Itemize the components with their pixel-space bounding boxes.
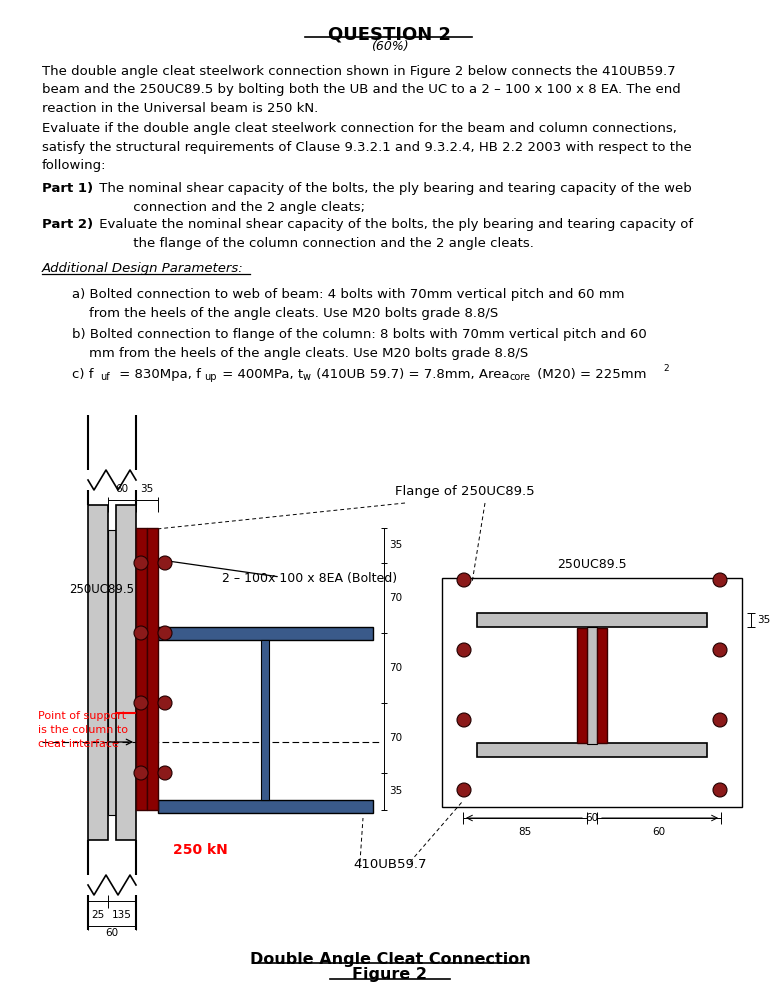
Text: uf: uf bbox=[100, 372, 109, 382]
Text: 25: 25 bbox=[91, 910, 105, 920]
Bar bbox=[577, 628, 587, 743]
Bar bbox=[158, 627, 373, 640]
Text: 250 kN: 250 kN bbox=[173, 843, 227, 857]
Text: 60: 60 bbox=[116, 484, 129, 494]
Circle shape bbox=[134, 696, 148, 710]
Text: Evaluate if the double angle cleat steelwork connection for the beam and column : Evaluate if the double angle cleat steel… bbox=[42, 122, 692, 172]
Bar bbox=[597, 628, 607, 743]
Circle shape bbox=[158, 766, 172, 780]
Bar bbox=[587, 627, 597, 744]
Text: b) Bolted connection to flange of the column: 8 bolts with 70mm vertical pitch a: b) Bolted connection to flange of the co… bbox=[72, 328, 647, 359]
Text: Double Angle Cleat Connection: Double Angle Cleat Connection bbox=[250, 952, 530, 967]
Bar bbox=[261, 640, 269, 800]
Text: Point of support
is the column to
cleat interface: Point of support is the column to cleat … bbox=[38, 711, 128, 749]
Circle shape bbox=[158, 556, 172, 570]
Text: 135: 135 bbox=[112, 910, 132, 920]
Text: c) f: c) f bbox=[72, 368, 94, 381]
Text: QUESTION 2: QUESTION 2 bbox=[329, 25, 451, 43]
Text: 60: 60 bbox=[105, 928, 119, 938]
Text: Evaluate the nominal shear capacity of the bolts, the ply bearing and tearing ca: Evaluate the nominal shear capacity of t… bbox=[95, 218, 693, 249]
Bar bbox=[136, 528, 147, 810]
Text: Additional Design Parameters:: Additional Design Parameters: bbox=[42, 262, 244, 275]
Text: 250UC89.5: 250UC89.5 bbox=[557, 558, 627, 571]
Circle shape bbox=[457, 783, 471, 797]
Circle shape bbox=[713, 783, 727, 797]
Circle shape bbox=[134, 556, 148, 570]
Text: 35: 35 bbox=[141, 484, 154, 494]
Circle shape bbox=[134, 766, 148, 780]
Text: 35: 35 bbox=[389, 540, 402, 550]
Text: Part 2): Part 2) bbox=[42, 218, 93, 231]
Text: 60: 60 bbox=[652, 827, 665, 837]
Circle shape bbox=[457, 643, 471, 657]
Text: (410UB 59.7) = 7.8mm, Area: (410UB 59.7) = 7.8mm, Area bbox=[312, 368, 510, 381]
Bar bbox=[158, 800, 373, 813]
Text: 70: 70 bbox=[389, 593, 402, 603]
Circle shape bbox=[713, 713, 727, 727]
Text: (60%): (60%) bbox=[371, 40, 408, 53]
Text: 250UC89.5: 250UC89.5 bbox=[70, 583, 134, 596]
Bar bbox=[116, 505, 136, 840]
Circle shape bbox=[457, 573, 471, 587]
Text: core: core bbox=[510, 372, 531, 382]
Text: a) Bolted connection to web of beam: 4 bolts with 70mm vertical pitch and 60 mm
: a) Bolted connection to web of beam: 4 b… bbox=[72, 288, 625, 320]
Bar bbox=[108, 530, 116, 815]
Text: 70: 70 bbox=[389, 663, 402, 673]
Circle shape bbox=[158, 696, 172, 710]
Text: The nominal shear capacity of the bolts, the ply bearing and tearing capacity of: The nominal shear capacity of the bolts,… bbox=[95, 182, 692, 213]
Text: Flange of 250UC89.5: Flange of 250UC89.5 bbox=[395, 485, 535, 498]
Text: 60: 60 bbox=[586, 813, 598, 823]
Bar bbox=[477, 743, 707, 757]
Text: 35: 35 bbox=[389, 786, 402, 796]
Circle shape bbox=[457, 713, 471, 727]
Circle shape bbox=[713, 643, 727, 657]
Bar bbox=[147, 528, 158, 810]
Text: w: w bbox=[303, 372, 311, 382]
Circle shape bbox=[713, 573, 727, 587]
Bar bbox=[88, 505, 108, 840]
Text: 2: 2 bbox=[663, 364, 669, 373]
Circle shape bbox=[134, 626, 148, 640]
Circle shape bbox=[158, 626, 172, 640]
Text: = 400MPa, t: = 400MPa, t bbox=[218, 368, 303, 381]
Bar bbox=[477, 613, 707, 627]
Text: = 830Mpa, f: = 830Mpa, f bbox=[115, 368, 201, 381]
Text: (M20) = 225mm: (M20) = 225mm bbox=[533, 368, 647, 381]
Text: Part 1): Part 1) bbox=[42, 182, 93, 195]
Text: up: up bbox=[204, 372, 216, 382]
Text: 85: 85 bbox=[519, 827, 532, 837]
Text: 410UB59.7: 410UB59.7 bbox=[353, 858, 426, 871]
Text: 35: 35 bbox=[757, 615, 770, 625]
Text: 70: 70 bbox=[389, 733, 402, 743]
Text: The double angle cleat steelwork connection shown in Figure 2 below connects the: The double angle cleat steelwork connect… bbox=[42, 65, 681, 115]
Text: 2 – 100x 100 x 8EA (Bolted): 2 – 100x 100 x 8EA (Bolted) bbox=[223, 572, 398, 585]
Bar bbox=[442, 578, 742, 807]
Text: Figure 2: Figure 2 bbox=[352, 967, 427, 982]
